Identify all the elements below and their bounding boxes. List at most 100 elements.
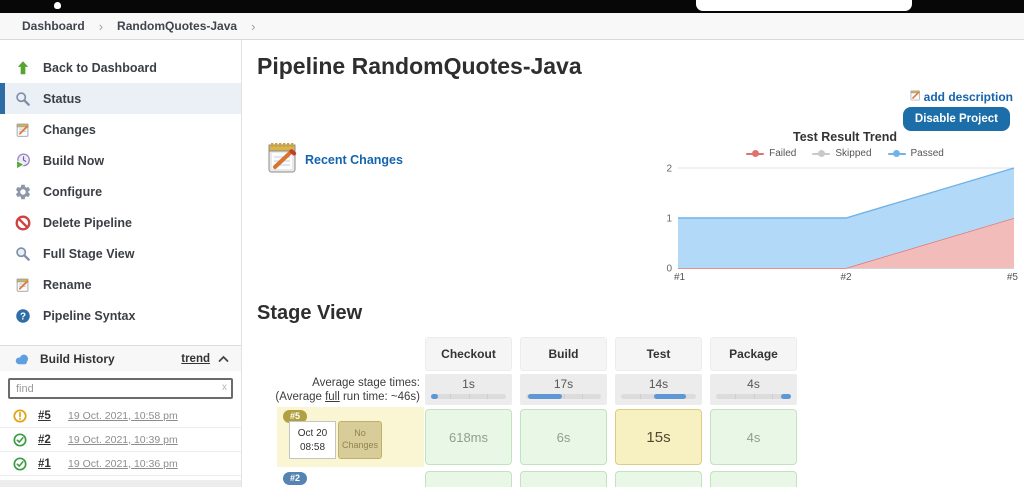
stage-view-title: Stage View — [257, 302, 363, 324]
sidebar-item-label: Configure — [43, 184, 103, 199]
clear-find-icon[interactable]: x — [222, 382, 227, 393]
average-stage-cell: 14s — [615, 374, 702, 405]
svg-text:#1: #1 — [674, 272, 686, 283]
sidebar-item-label: Full Stage View — [43, 246, 135, 261]
recent-changes-link[interactable]: Recent Changes — [265, 139, 403, 180]
notepad-icon — [13, 275, 33, 295]
stage-duration-bar — [431, 394, 506, 399]
build-history-title: Build History — [40, 351, 115, 366]
average-label-line2: (Average full run time: ~46s) — [275, 391, 420, 404]
run-row-header — [277, 469, 424, 487]
build-date-link[interactable]: 19 Oct. 2021, 10:39 pm — [68, 433, 178, 446]
average-stage-times-label: Average stage times: (Average full run t… — [262, 376, 420, 405]
sidebar-divider — [0, 345, 241, 346]
stage-cell[interactable]: 618ms — [425, 409, 512, 465]
find-input[interactable] — [8, 378, 233, 399]
recent-changes-label: Recent Changes — [305, 152, 403, 167]
svg-text:1: 1 — [666, 214, 672, 225]
no-changes-box[interactable]: No Changes — [338, 421, 382, 459]
chevron-right-icon: › — [251, 18, 256, 34]
sidebar-item-status[interactable]: Status — [0, 83, 241, 114]
stage-cell[interactable] — [425, 471, 512, 487]
stage-cell[interactable]: 6s — [520, 409, 607, 465]
cloud-icon — [12, 351, 32, 367]
breadcrumb-project[interactable]: RandomQuotes-Java — [117, 19, 238, 33]
chart-title: Test Result Trend — [793, 130, 897, 144]
legend-item-failed[interactable]: Failed — [746, 148, 796, 159]
trend-link[interactable]: trend — [181, 352, 210, 365]
average-stage-cell: 4s — [710, 374, 797, 405]
stage-column-header: Package — [710, 337, 797, 371]
test-result-trend-chart: 0 1 2 #1 #2 #5 — [666, 164, 1019, 284]
top-bar — [0, 0, 1024, 13]
chevron-right-icon: › — [98, 18, 104, 34]
build-history-row: #1 19 Oct. 2021, 10:36 pm — [0, 452, 241, 476]
run-date-link[interactable]: Oct 20 08:58 — [289, 421, 336, 459]
build-link[interactable]: #5 — [38, 409, 51, 422]
build-link[interactable]: #2 — [38, 433, 51, 446]
sidebar: Back to Dashboard Status Changes Build N… — [0, 40, 242, 487]
legend-marker-icon — [746, 150, 765, 157]
build-date-link[interactable]: 19 Oct. 2021, 10:58 pm — [68, 409, 178, 422]
global-search-input[interactable] — [696, 0, 912, 11]
sidebar-menu: Back to Dashboard Status Changes Build N… — [0, 40, 241, 331]
svg-text:2: 2 — [666, 164, 672, 175]
sidebar-item-pipeline-syntax[interactable]: ? Pipeline Syntax — [0, 300, 241, 331]
build-history-row: #5 19 Oct. 2021, 10:58 pm — [0, 404, 241, 428]
build-history-filter: x — [8, 378, 233, 399]
stage-duration-bar — [716, 394, 791, 399]
run-badge[interactable]: #5 — [283, 410, 308, 423]
sidebar-item-delete-pipeline[interactable]: Delete Pipeline — [0, 207, 241, 238]
arrow-up-icon — [13, 58, 33, 78]
average-stage-cell: 1s — [425, 374, 512, 405]
sidebar-item-rename[interactable]: Rename — [0, 269, 241, 300]
stage-cell[interactable]: 4s — [710, 409, 797, 465]
question-icon: ? — [13, 306, 33, 326]
build-status-icon — [10, 432, 30, 447]
sidebar-item-back-to-dashboard[interactable]: Back to Dashboard — [0, 52, 241, 83]
sidebar-item-full-stage-view[interactable]: Full Stage View — [0, 238, 241, 269]
sidebar-item-build-now[interactable]: Build Now — [0, 145, 241, 176]
notepad-icon — [265, 139, 299, 180]
full-run-link[interactable]: full — [325, 391, 340, 404]
chevron-up-icon[interactable] — [218, 350, 229, 368]
chart-legend: Failed Skipped Passed — [662, 148, 1024, 159]
sidebar-item-label: Rename — [43, 277, 92, 292]
notepad-icon — [13, 120, 33, 140]
build-date-link[interactable]: 19 Oct. 2021, 10:36 pm — [68, 457, 178, 470]
sidebar-item-configure[interactable]: Configure — [0, 176, 241, 207]
add-description-link[interactable]: add description — [909, 89, 1013, 105]
svg-text:#2: #2 — [840, 272, 852, 283]
sidebar-item-label: Delete Pipeline — [43, 215, 132, 230]
main-panel: Pipeline RandomQuotes-Java add descripti… — [242, 40, 1024, 487]
sidebar-footer — [0, 480, 241, 487]
stage-cell[interactable] — [615, 471, 702, 487]
run-badge[interactable]: #2 — [283, 472, 308, 485]
average-stage-cell: 17s — [520, 374, 607, 405]
disable-project-button[interactable]: Disable Project — [902, 107, 1010, 131]
stage-cell[interactable]: 15s — [615, 409, 702, 465]
no-entry-icon — [13, 213, 33, 233]
legend-item-passed[interactable]: Passed — [887, 148, 944, 159]
search-icon — [13, 244, 33, 264]
build-status-icon — [10, 408, 30, 423]
svg-text:#5: #5 — [1007, 272, 1019, 283]
breadcrumb-dashboard[interactable]: Dashboard — [22, 19, 85, 33]
svg-text:?: ? — [20, 311, 26, 322]
search-icon — [13, 89, 33, 109]
page-title: Pipeline RandomQuotes-Java — [257, 53, 582, 79]
breadcrumb: Dashboard › RandomQuotes-Java › — [0, 13, 1024, 40]
legend-item-skipped[interactable]: Skipped — [812, 148, 872, 159]
stage-duration-bar — [621, 394, 696, 399]
build-history-row: #2 19 Oct. 2021, 10:39 pm — [0, 428, 241, 452]
stage-cell[interactable] — [520, 471, 607, 487]
legend-marker-icon — [887, 150, 906, 157]
gear-icon — [13, 182, 33, 202]
build-link[interactable]: #1 — [38, 457, 51, 470]
sidebar-item-changes[interactable]: Changes — [0, 114, 241, 145]
stage-cell[interactable] — [710, 471, 797, 487]
average-label-line1: Average stage times: — [312, 377, 420, 389]
stage-column-header: Checkout — [425, 337, 512, 371]
jenkins-logo[interactable] — [54, 2, 61, 9]
